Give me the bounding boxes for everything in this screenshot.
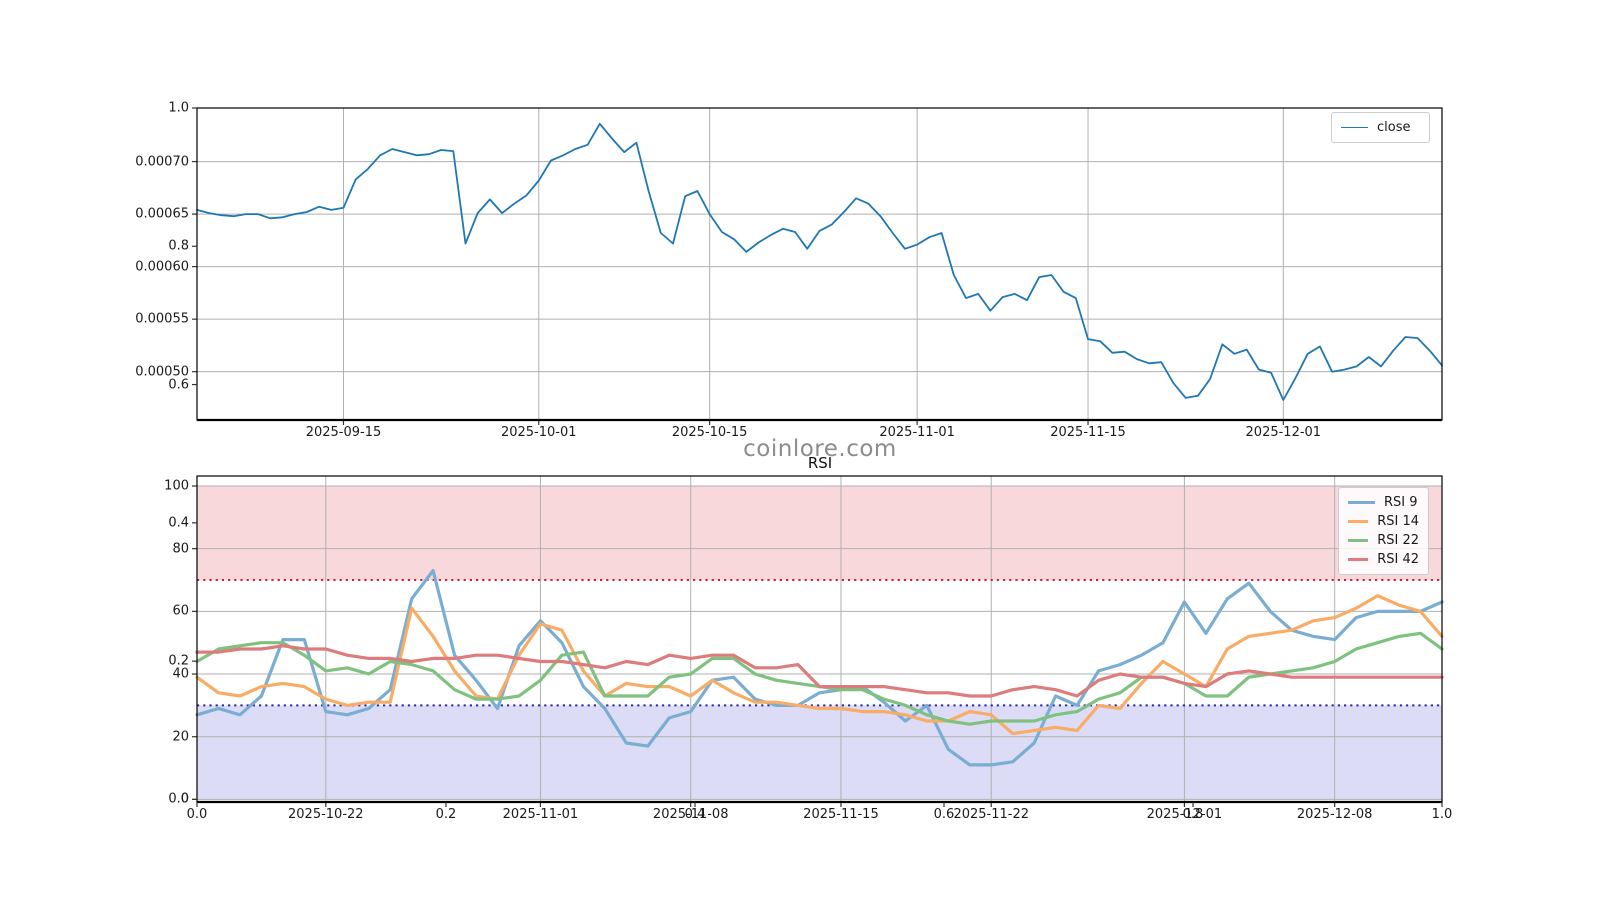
legend-line-sample (1348, 520, 1369, 523)
overlay-y-tick-label: 0.8 (168, 238, 189, 254)
legend-entry-rsi-22: RSI 22 (1348, 531, 1419, 550)
legend-entry-rsi-42: RSI 42 (1348, 550, 1419, 569)
price-y-tick-label: 0.00065 (135, 206, 189, 222)
rsi-y-tick-label: 20 (172, 729, 189, 745)
legend-label: RSI 9 (1384, 495, 1418, 510)
oversold-band (197, 705, 1442, 800)
price-x-tick-label: 2025-10-01 (500, 425, 577, 440)
rsi-y-tick-label: 100 (164, 478, 189, 494)
rsi-y-tick-label: 60 (172, 603, 189, 619)
legend-line-sample (1348, 539, 1369, 542)
overlay-x-tick-label: 0.8 (1182, 807, 1204, 822)
rsi-x-tick-label: 2025-11-01 (502, 807, 579, 822)
overbought-band (197, 486, 1442, 581)
rsi-x-tick-label: 2025-11-15 (803, 807, 879, 822)
price-y-tick-label: 0.00060 (135, 259, 189, 275)
overlay-x-tick-label: 0.2 (435, 807, 457, 822)
price-x-tick-label: 2025-09-15 (305, 425, 382, 440)
legend-label: RSI 22 (1377, 533, 1419, 548)
overlay-y-tick-label: 0.6 (168, 377, 189, 393)
rsi-x-tick-label: 2025-11-08 (652, 807, 729, 822)
legend-line-sample (1348, 558, 1369, 561)
price-x-tick-label: 2025-12-01 (1245, 425, 1322, 440)
legend-entry-rsi-9: RSI 9 (1348, 493, 1419, 512)
price-x-tick-label: 2025-11-15 (1050, 425, 1126, 440)
price-plot-border (196, 107, 1443, 421)
rsi-x-tick-label: 2025-12-08 (1296, 807, 1373, 822)
price-x-tick-label: 2025-10-15 (671, 425, 748, 440)
legend-line-sample (1341, 127, 1368, 128)
price-y-tick-label: 0.00070 (135, 154, 189, 170)
price-x-tick-label: 2025-11-01 (879, 425, 955, 440)
overlay-y-tick-label: 0.0 (168, 791, 189, 807)
overlay-y-tick-label: 0.2 (168, 653, 189, 669)
overlay-x-tick-label: 0.6 (933, 807, 955, 822)
rsi-9-line (195, 568, 1444, 767)
overlay-x-tick-label: 1.0 (1431, 807, 1453, 822)
rsi-y-tick-label: 80 (172, 541, 189, 557)
rsi-legend: RSI 9 RSI 14 RSI 22 RSI 42 (1338, 487, 1429, 575)
rsi-x-tick-label: 2025-12-01 (1146, 807, 1223, 822)
overlay-y-tick-label: 0.4 (168, 515, 189, 531)
overlay-x-tick-label: 0.0 (186, 807, 208, 822)
overlay-x-tick-label: 0.4 (684, 807, 706, 822)
watermark: coinlore.com (743, 436, 897, 462)
rsi-x-tick-label: 2025-10-22 (288, 807, 364, 822)
overlay-y-tick-label: 1.0 (168, 100, 189, 116)
rsi-42-line (195, 644, 1444, 698)
close-line (196, 122, 1443, 401)
legend-entry-close: close (1341, 118, 1420, 137)
price-y-tick-label: 0.00050 (135, 364, 189, 380)
rsi-x-tick-label: 2025-11-22 (953, 807, 1029, 822)
legend-label: RSI 14 (1377, 514, 1419, 529)
legend-label: RSI 42 (1377, 552, 1419, 567)
rsi-14-line (195, 594, 1444, 736)
legend-entry-rsi-14: RSI 14 (1348, 512, 1419, 531)
price-legend: close (1331, 112, 1430, 143)
legend-line-sample (1348, 501, 1375, 504)
price-y-tick-label: 0.00055 (135, 311, 189, 327)
rsi-y-tick-label: 40 (172, 666, 189, 682)
legend-label: close (1377, 120, 1411, 135)
rsi-chart-title: RSI (807, 454, 833, 472)
rsi-y-tick-label: 0 (180, 791, 189, 807)
